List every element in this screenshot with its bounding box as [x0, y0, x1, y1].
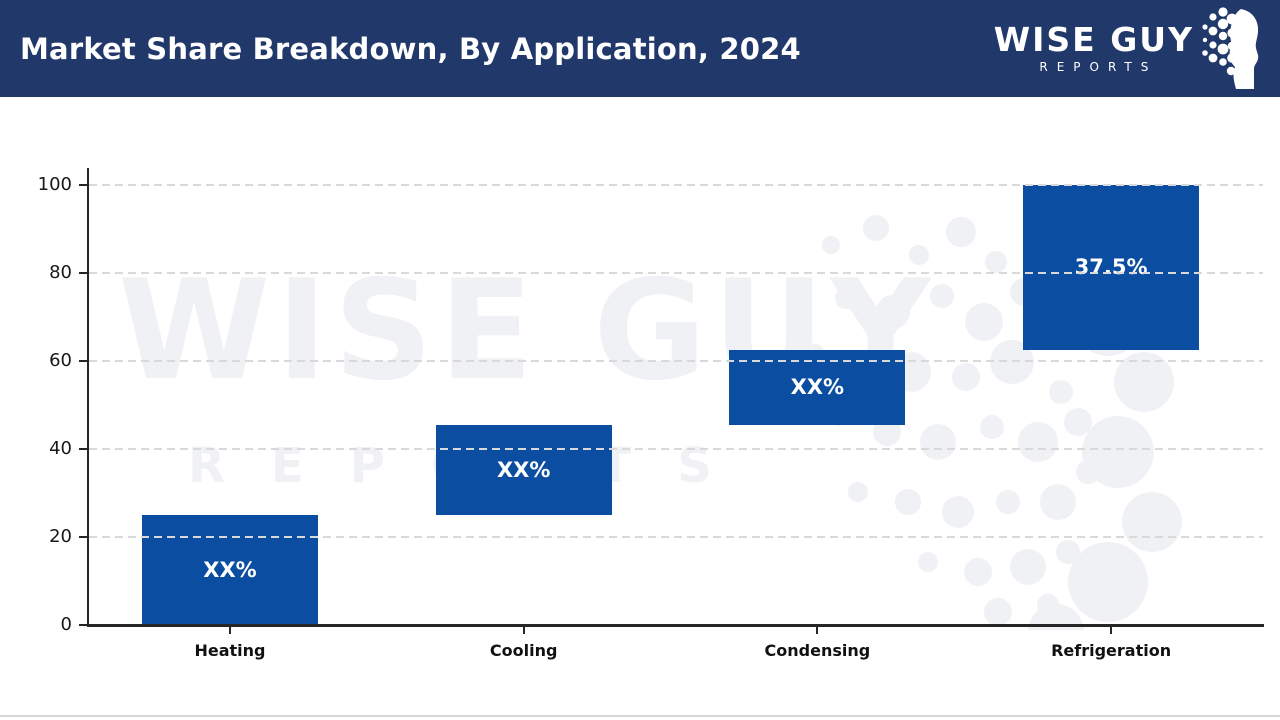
y-tickmark: [79, 271, 87, 274]
y-tick-label: 0: [60, 614, 72, 635]
bar-value-label: XX%: [790, 375, 845, 400]
gridline-60: [89, 359, 1263, 362]
bar-cooling: XX%: [435, 424, 612, 515]
y-tick-label: 40: [49, 437, 72, 459]
category-label-cooling: Cooling: [489, 641, 558, 660]
y-tickmark: [79, 359, 87, 362]
x-tickmark: [816, 626, 819, 634]
y-axis: [87, 168, 89, 627]
logo-subtitle: REPORTS: [1039, 60, 1158, 74]
bar-value-label: 37.5%: [1074, 255, 1148, 280]
y-tick-label: 60: [49, 349, 72, 371]
plot-area: XX% XX% XX% 37.5% 0 20 40 60 80 100 Heating Cooling…: [0, 97, 1280, 717]
y-tickmark: [79, 624, 87, 626]
bar-refrigeration: 37.5%: [1023, 184, 1200, 350]
wiseguy-logo-text: WISE GUY REPORTS: [994, 23, 1194, 74]
page-title: Market Share Breakdown, By Application, …: [20, 31, 801, 66]
bar-value-label: XX%: [203, 557, 257, 582]
gridline-40: [89, 447, 1263, 450]
bar-condensing: XX%: [729, 349, 906, 425]
bar-value-label: XX%: [496, 457, 551, 482]
y-tickmark: [79, 535, 87, 538]
x-tickmark: [522, 626, 525, 634]
category-label-refrigeration: Refrigeration: [1051, 641, 1172, 660]
y-tickmark: [79, 183, 87, 186]
x-axis: [87, 624, 1264, 627]
wiseguy-logo: WISE GUY REPORTS: [994, 5, 1260, 93]
gridline-20: [89, 535, 1263, 538]
y-tickmark: [79, 447, 87, 450]
logo-wordmark: WISE GUY: [993, 20, 1194, 59]
gridline-100: [89, 183, 1263, 186]
wiseguy-head-icon: [1198, 5, 1260, 93]
header: Market Share Breakdown, By Application, …: [0, 0, 1280, 97]
gridline-80: [89, 271, 1263, 274]
y-tick-label: 100: [37, 173, 72, 195]
y-tick-label: 80: [49, 261, 72, 283]
category-label-condensing: Condensing: [764, 641, 871, 660]
x-tickmark: [229, 626, 231, 634]
x-tickmark: [1110, 626, 1113, 634]
category-label-heating: Heating: [194, 641, 266, 660]
bottom-divider: [0, 715, 1280, 717]
y-tick-label: 20: [49, 525, 72, 547]
bar-heating: XX%: [142, 514, 318, 625]
